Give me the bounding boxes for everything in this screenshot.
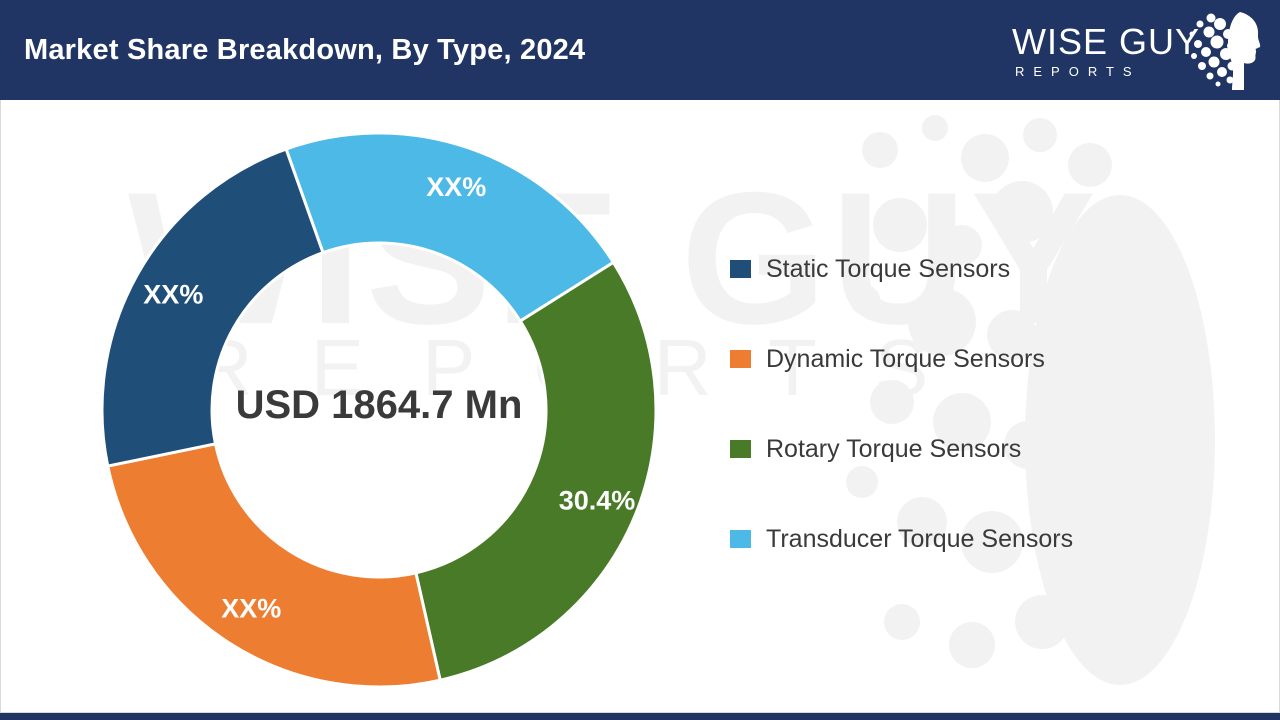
brand-subtitle: REPORTS [1015, 64, 1141, 79]
footer-bar [0, 713, 1280, 720]
chart-legend: Static Torque Sensors Dynamic Torque Sen… [730, 250, 1073, 610]
chart-center-value: USD 1864.7 Mn [235, 383, 523, 427]
segment-percent-label: XX% [143, 279, 203, 309]
donut-chart: XX% 30.4% XX% XX% [100, 131, 658, 689]
donut-segment-rotary-torque-sensors[interactable] [414, 260, 658, 682]
legend-swatch-dynamic [730, 350, 751, 368]
donut-segment-static-torque-sensors[interactable] [100, 147, 325, 468]
legend-swatch-rotary [730, 440, 751, 458]
brand-logo-text: WISE GUY REPORTS [1012, 21, 1201, 80]
header-bar: Market Share Breakdown, By Type, 2024 WI… [0, 0, 1280, 100]
legend-item-rotary[interactable]: Rotary Torque Sensors [730, 430, 1073, 468]
legend-swatch-transducer [730, 530, 751, 548]
legend-label: Static Torque Sensors [766, 254, 1011, 283]
segment-percent-label: XX% [221, 593, 281, 623]
legend-label: Rotary Torque Sensors [766, 434, 1022, 463]
legend-label: Transducer Torque Sensors [766, 524, 1074, 553]
legend-label: Dynamic Torque Sensors [766, 344, 1045, 373]
segment-percent-label: XX% [426, 172, 486, 202]
donut-segment-transducer-torque-sensors[interactable] [284, 131, 616, 324]
legend-swatch-static [730, 260, 751, 278]
legend-item-static[interactable]: Static Torque Sensors [730, 250, 1073, 288]
legend-item-dynamic[interactable]: Dynamic Torque Sensors [730, 340, 1073, 378]
donut-segment-dynamic-torque-sensors[interactable] [105, 442, 442, 689]
brand-logo: WISE GUY REPORTS [1012, 10, 1262, 92]
page-title: Market Share Breakdown, By Type, 2024 [24, 33, 586, 66]
legend-item-transducer[interactable]: Transducer Torque Sensors [730, 520, 1073, 558]
brand-name: WISE GUY [1012, 21, 1201, 62]
face-profile-icon [1189, 12, 1261, 90]
segment-percent-label: 30.4% [559, 485, 636, 515]
